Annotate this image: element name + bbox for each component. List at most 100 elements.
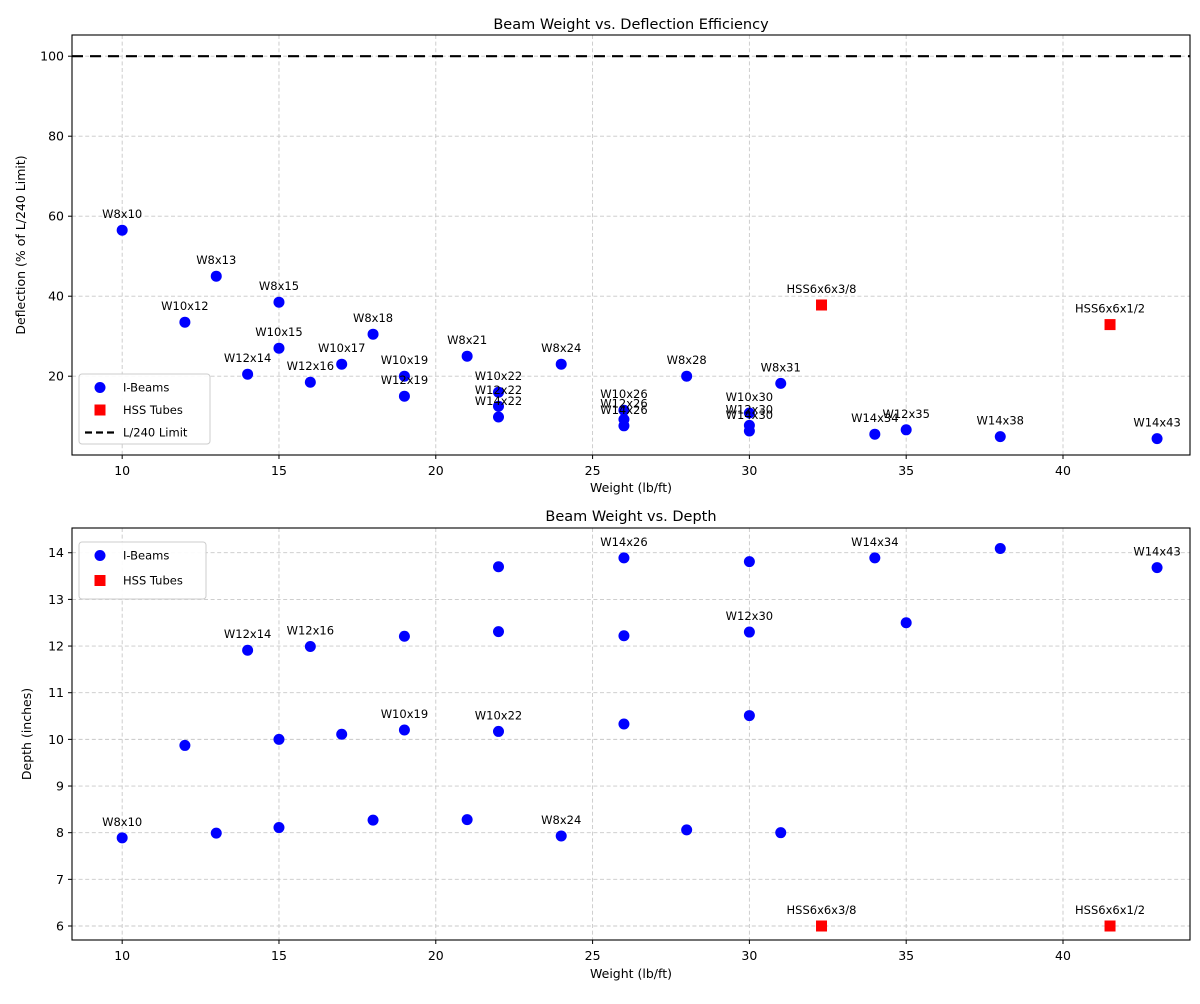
point-label-W14x26: W14x26 bbox=[600, 535, 647, 549]
x-tick-label: 15 bbox=[271, 948, 287, 963]
data-point-W14x30 bbox=[743, 556, 755, 568]
data-point-W10x30 bbox=[743, 407, 755, 419]
x-tick-label: 30 bbox=[741, 463, 757, 478]
data-point-W8x28 bbox=[681, 824, 693, 836]
point-label-W12x14: W12x14 bbox=[224, 627, 271, 641]
point-label-W14x26: W14x26 bbox=[600, 403, 647, 417]
y-tick-label: 12 bbox=[48, 639, 64, 654]
point-label-W14x34: W14x34 bbox=[851, 535, 898, 549]
point-label-W10x19: W10x19 bbox=[381, 707, 428, 721]
data-point-W8x21 bbox=[461, 814, 473, 826]
data-point-W8x18 bbox=[367, 814, 379, 826]
data-point-W8x13 bbox=[210, 270, 222, 282]
point-label-HSS6x6x3/8: HSS6x6x3/8 bbox=[787, 282, 857, 296]
data-point-HSS6x6x1/2 bbox=[1104, 920, 1116, 932]
legend-marker-circle bbox=[94, 550, 106, 561]
top-chart-title: Beam Weight vs. Deflection Efficiency bbox=[493, 17, 769, 33]
x-tick-label: 40 bbox=[1055, 948, 1071, 963]
data-point-W8x24 bbox=[555, 358, 567, 370]
legend-box bbox=[78, 373, 211, 445]
point-label-W8x13: W8x13 bbox=[196, 253, 236, 267]
point-label-W10x15: W10x15 bbox=[255, 325, 302, 339]
y-tick-label: 10 bbox=[48, 732, 64, 747]
data-point-W14x26 bbox=[618, 552, 630, 564]
x-tick-label: 20 bbox=[428, 948, 444, 963]
data-point-W14x38 bbox=[994, 431, 1006, 443]
point-label-W12x22: W12x22 bbox=[475, 383, 522, 397]
point-label-W12x16: W12x16 bbox=[287, 624, 334, 638]
point-label-W12x35: W12x35 bbox=[882, 407, 929, 421]
point-label-W8x15: W8x15 bbox=[259, 279, 299, 293]
point-label-W8x10: W8x10 bbox=[102, 815, 142, 829]
point-label-W12x16: W12x16 bbox=[287, 359, 334, 373]
axes-frame bbox=[71, 34, 1191, 456]
data-point-W12x30 bbox=[743, 626, 755, 638]
legend: I-Beams HSS Tubes L/240 Limit bbox=[78, 373, 211, 445]
bottom-chart: W8x10 W12x14 W12x16 W10x19 W10x22 W8x24 W14x26… bbox=[48, 527, 1191, 963]
axis-ticks: 10 15 20 25 30 35 40 20 40 60 80 100 bbox=[40, 49, 1071, 478]
data-point-W10x26 bbox=[618, 718, 630, 730]
series-hss-tubes: HSS6x6x3/8 HSS6x6x1/2 bbox=[787, 282, 1145, 331]
data-point-W12x16 bbox=[304, 641, 316, 653]
data-point-W10x17 bbox=[336, 358, 348, 370]
x-tick-label: 35 bbox=[898, 463, 914, 478]
data-point-W12x26 bbox=[618, 630, 630, 642]
top-chart: W8x10 W10x12 W8x13 W12x14 W8x15 W10x15 W12x16 W… bbox=[40, 34, 1191, 478]
x-tick-label: 35 bbox=[898, 948, 914, 963]
point-label-W14x22: W14x22 bbox=[475, 394, 522, 408]
point-label-W8x18: W8x18 bbox=[353, 311, 393, 325]
point-label-W12x14: W12x14 bbox=[224, 351, 271, 365]
data-point-W10x26 bbox=[618, 404, 630, 416]
data-point-W12x35 bbox=[900, 617, 912, 629]
point-label-W10x19: W10x19 bbox=[381, 353, 428, 367]
data-point-W14x34 bbox=[869, 552, 881, 564]
point-label-W10x26: W10x26 bbox=[600, 387, 647, 401]
data-point-W12x16 bbox=[304, 376, 316, 388]
data-point-HSS6x6x3/8 bbox=[816, 299, 828, 311]
y-tick-label: 8 bbox=[56, 825, 64, 840]
legend: I-Beams HSS Tubes bbox=[78, 541, 207, 600]
point-label-W10x22: W10x22 bbox=[475, 708, 522, 722]
data-point-W8x10 bbox=[116, 832, 128, 844]
bottom-chart-title: Beam Weight vs. Depth bbox=[545, 509, 716, 525]
data-point-W10x22 bbox=[493, 386, 505, 398]
point-label-W10x17: W10x17 bbox=[318, 341, 365, 355]
data-point-W14x22 bbox=[493, 561, 505, 573]
x-tick-label: 15 bbox=[271, 463, 287, 478]
data-point-W10x17 bbox=[336, 728, 348, 740]
data-point-W8x28 bbox=[681, 370, 693, 382]
data-point-W12x19 bbox=[398, 630, 410, 642]
point-label-W14x38: W14x38 bbox=[977, 414, 1024, 428]
x-tick-label: 20 bbox=[428, 463, 444, 478]
point-label-W10x30: W10x30 bbox=[726, 390, 773, 404]
data-point-W8x15 bbox=[273, 822, 285, 834]
x-tick-label: 40 bbox=[1055, 463, 1071, 478]
data-point-W10x19 bbox=[398, 370, 410, 382]
point-label-W12x30: W12x30 bbox=[726, 609, 773, 623]
data-point-W10x30 bbox=[743, 710, 755, 722]
point-label-W14x43: W14x43 bbox=[1133, 545, 1180, 559]
point-label-W12x30: W12x30 bbox=[726, 402, 773, 416]
y-tick-label: 11 bbox=[48, 685, 64, 700]
data-point-W14x38 bbox=[994, 543, 1006, 555]
data-point-W10x22 bbox=[493, 725, 505, 737]
axes-frame bbox=[71, 527, 1191, 941]
top-chart-ylabel: Deflection (% of L/240 Limit) bbox=[13, 155, 28, 334]
point-label-W8x28: W8x28 bbox=[667, 353, 707, 367]
legend-marker-circle bbox=[94, 382, 106, 393]
legend-label-l-240-limit: L/240 Limit bbox=[123, 426, 188, 440]
data-point-W8x21 bbox=[461, 350, 473, 362]
data-point-W8x31 bbox=[775, 377, 787, 389]
point-label-W8x21: W8x21 bbox=[447, 333, 487, 347]
data-point-W8x15 bbox=[273, 296, 285, 308]
point-label-W8x24: W8x24 bbox=[541, 341, 581, 355]
data-point-W12x35 bbox=[900, 424, 912, 436]
series-i-beams: W8x10 W10x12 W8x13 W12x14 W8x15 W10x15 W12x16 W… bbox=[102, 207, 1181, 445]
point-label-W8x31: W8x31 bbox=[761, 360, 801, 374]
y-tick-label: 6 bbox=[56, 919, 64, 934]
x-tick-label: 25 bbox=[585, 948, 601, 963]
axis-ticks: 10 15 20 25 30 35 40 6 7 8 9 10 11 12 13 14 bbox=[48, 545, 1071, 963]
y-tick-label: 14 bbox=[48, 545, 64, 560]
